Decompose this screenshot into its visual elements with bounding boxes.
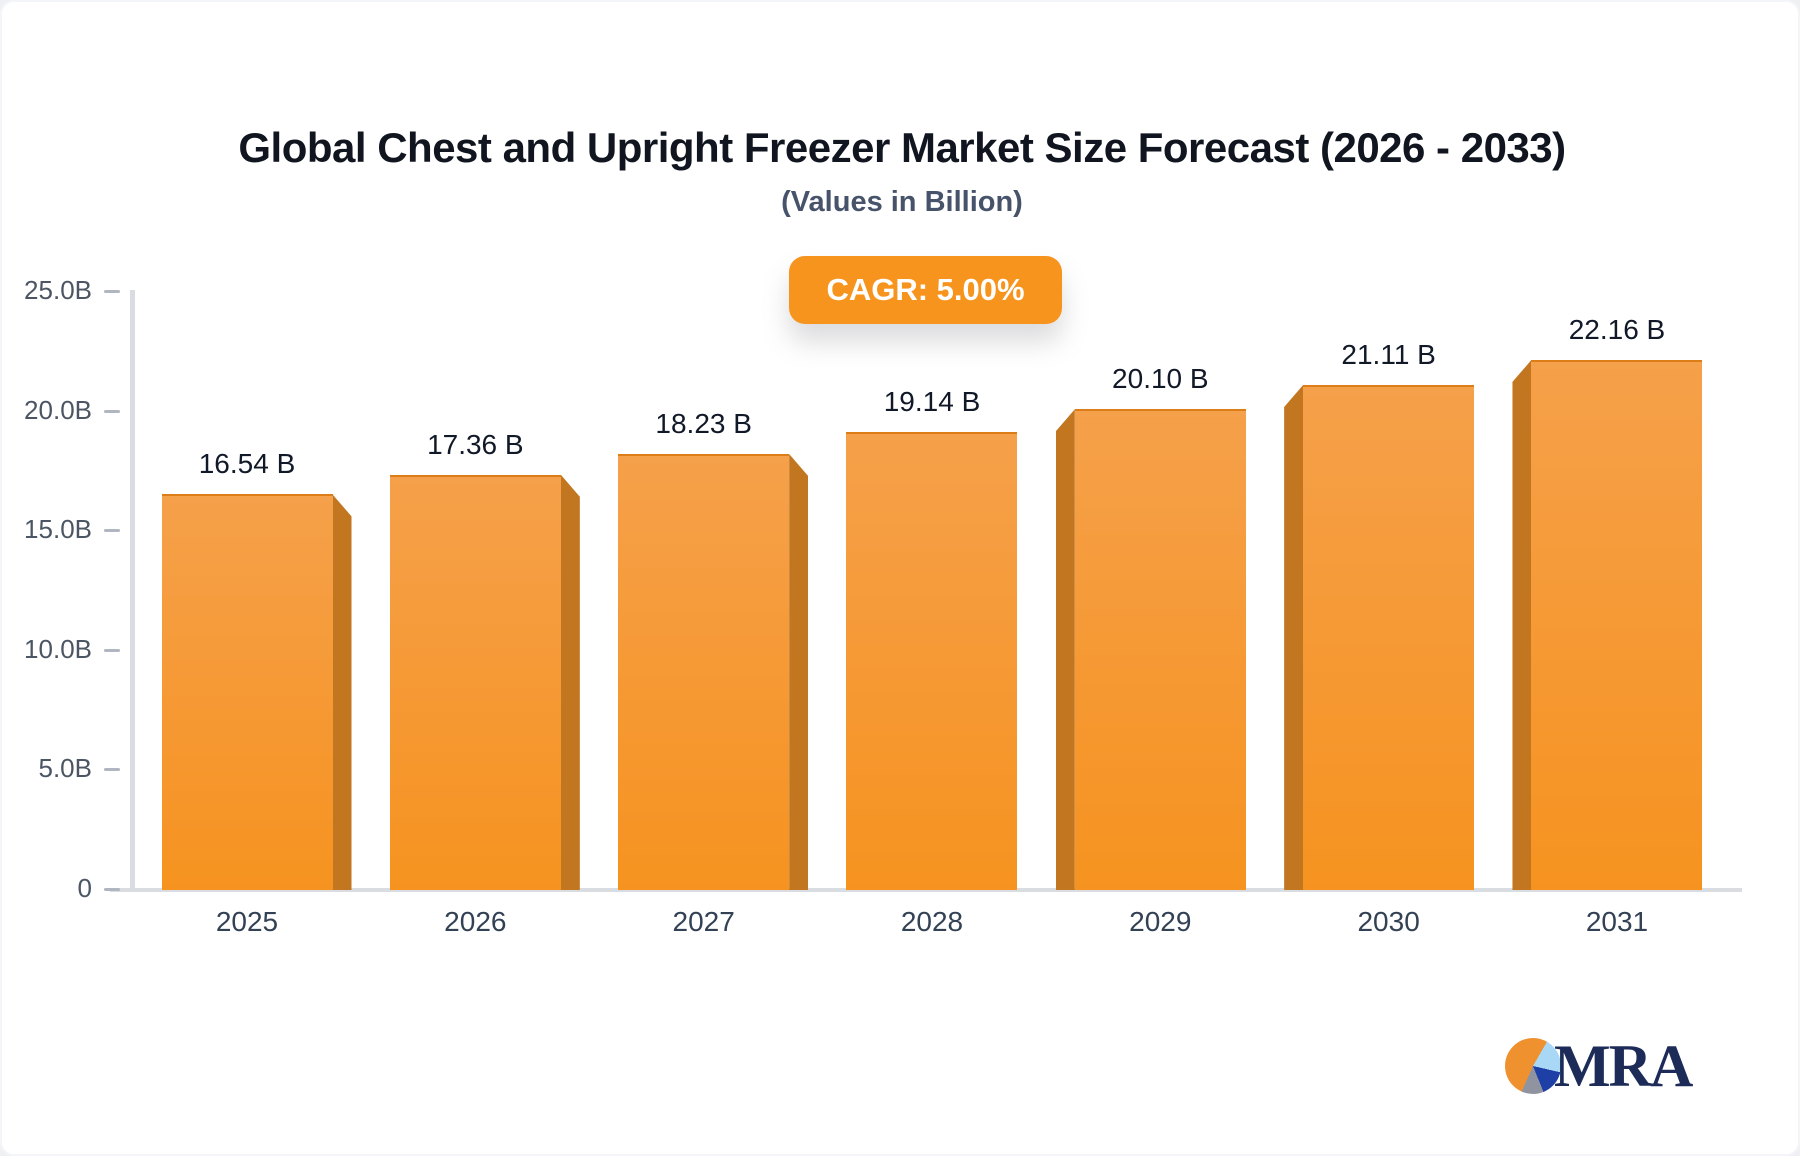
bar-side-2025: [332, 494, 352, 890]
bar-value-label: 17.36 B: [427, 428, 524, 460]
y-tick-label: 20.0B: [24, 394, 92, 425]
bar-value-label: 22.16 B: [1568, 313, 1666, 345]
y-tick-label: 15.0B: [24, 514, 92, 545]
bar-value-label: 18.23 B: [655, 407, 752, 439]
bar-value-label: 21.11 B: [1341, 339, 1436, 371]
bar-side-2026: [560, 474, 580, 890]
chart-subtitle: (Values in Billion): [781, 186, 1023, 218]
bar-side-2027: [789, 453, 809, 890]
pie-chart-logo-icon: [1505, 1038, 1561, 1094]
bar-value-label: 16.54 B: [198, 448, 296, 480]
x-axis-label-2031: 2031: [1585, 906, 1649, 937]
y-tick-label: 10.0B: [24, 633, 92, 664]
mra-logo: MRA: [1505, 1033, 1693, 1099]
x-axis-label-2025: 2025: [215, 906, 279, 937]
y-tick-mark: [104, 648, 120, 652]
chart-title: Global Chest and Upright Freezer Market …: [238, 124, 1566, 171]
y-tick-label: 5.0B: [38, 753, 93, 784]
bar-2030: [1303, 385, 1475, 890]
x-axis-label-2028: 2028: [900, 906, 964, 937]
y-tick-mark: [104, 768, 120, 772]
x-axis-label-2029: 2029: [1129, 906, 1192, 937]
y-tick-mark: [104, 409, 120, 413]
y-tick-mark: [104, 290, 120, 293]
logo-text: MRA: [1554, 1033, 1693, 1099]
bar-2025: [161, 494, 333, 890]
y-axis-line: [130, 290, 135, 892]
y-tick-label: 0: [77, 873, 92, 903]
y-tick-label: 25.0B: [24, 275, 92, 305]
bar-2031: [1531, 359, 1703, 890]
bar-2028: [846, 432, 1018, 890]
bar-value-label: 19.14 B: [883, 386, 981, 418]
bar-side-2029: [1055, 409, 1075, 890]
x-axis-baseline: [110, 888, 1742, 892]
bar-value-label: 20.10 B: [1112, 363, 1209, 395]
x-axis-label-2027: 2027: [672, 906, 735, 937]
x-axis-label-2030: 2030: [1357, 906, 1420, 937]
bar-2029: [1074, 409, 1246, 890]
bar-2026: [389, 474, 561, 890]
y-tick-mark: [104, 529, 120, 533]
x-axis-label-2026: 2026: [444, 906, 507, 937]
y-tick-mark: [104, 888, 120, 891]
bar-2027: [618, 453, 790, 890]
bar-side-2031: [1512, 359, 1532, 890]
bar-side-2030: [1284, 385, 1304, 890]
cagr-badge: CAGR: 5.00%: [789, 256, 1062, 324]
